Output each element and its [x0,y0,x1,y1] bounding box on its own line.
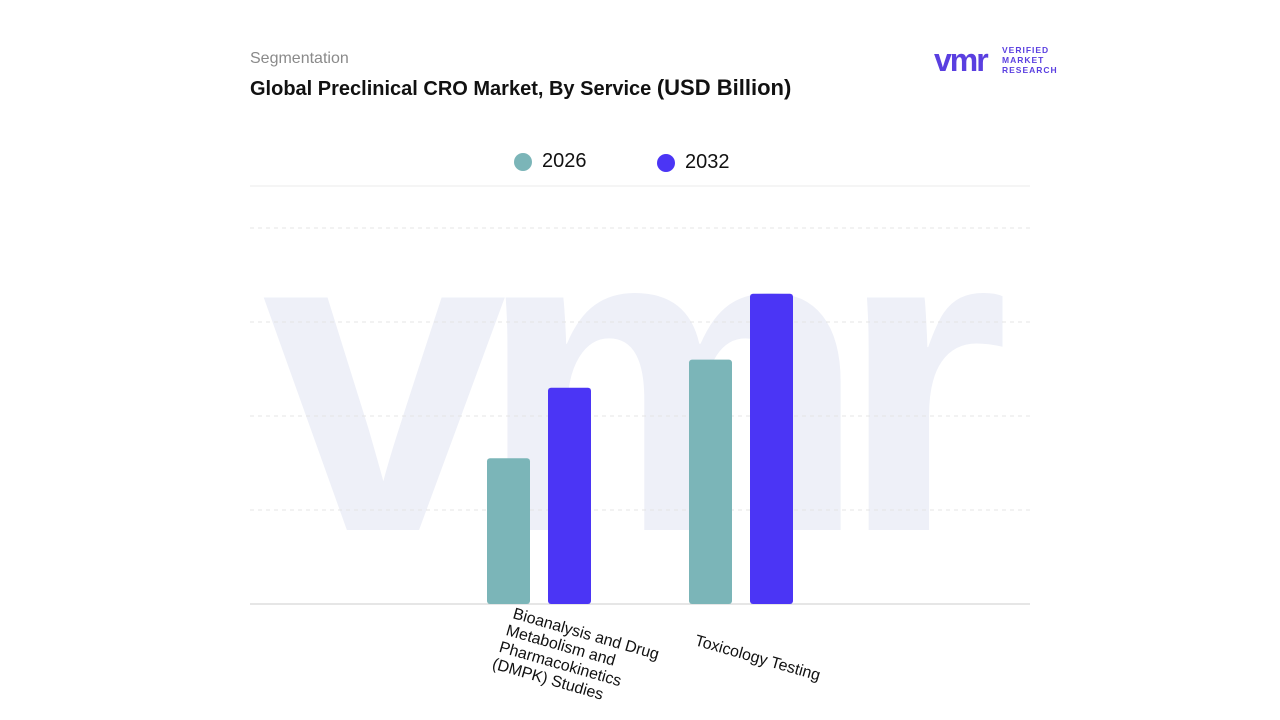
category-label-1: Toxicology Testing [693,633,822,685]
chart-title: Global Preclinical CRO Market, By Servic… [250,75,791,101]
legend-label-2032: 2032 [685,151,730,173]
vmr-logo: vmr VERIFIED MARKET RESEARCH [934,44,1058,78]
logo-line2: MARKET [1002,55,1044,65]
bar-2026-1 [689,359,732,604]
chart-subtitle: Segmentation [250,50,349,67]
chart-title-main: Global Preclinical CRO Market, By Servic… [250,78,652,100]
legend-label-2026: 2026 [542,150,587,172]
legend-swatch-2026 [514,152,532,171]
bar-2032-1 [750,293,793,604]
bar-2032-0 [548,387,591,604]
bar-2026-0 [487,458,530,604]
legend-swatch-2032 [657,153,675,172]
logo-line1: VERIFIED [1002,45,1049,55]
chart-title-unit: (USD Billion) [656,75,792,100]
watermark-logo: vmr [262,133,1003,624]
legend-item-2026: 2026 [514,150,587,173]
logo-line3: RESEARCH [1002,65,1058,75]
logo-mark: vmr [934,44,988,78]
legend-item-2032: 2032 [657,151,730,174]
